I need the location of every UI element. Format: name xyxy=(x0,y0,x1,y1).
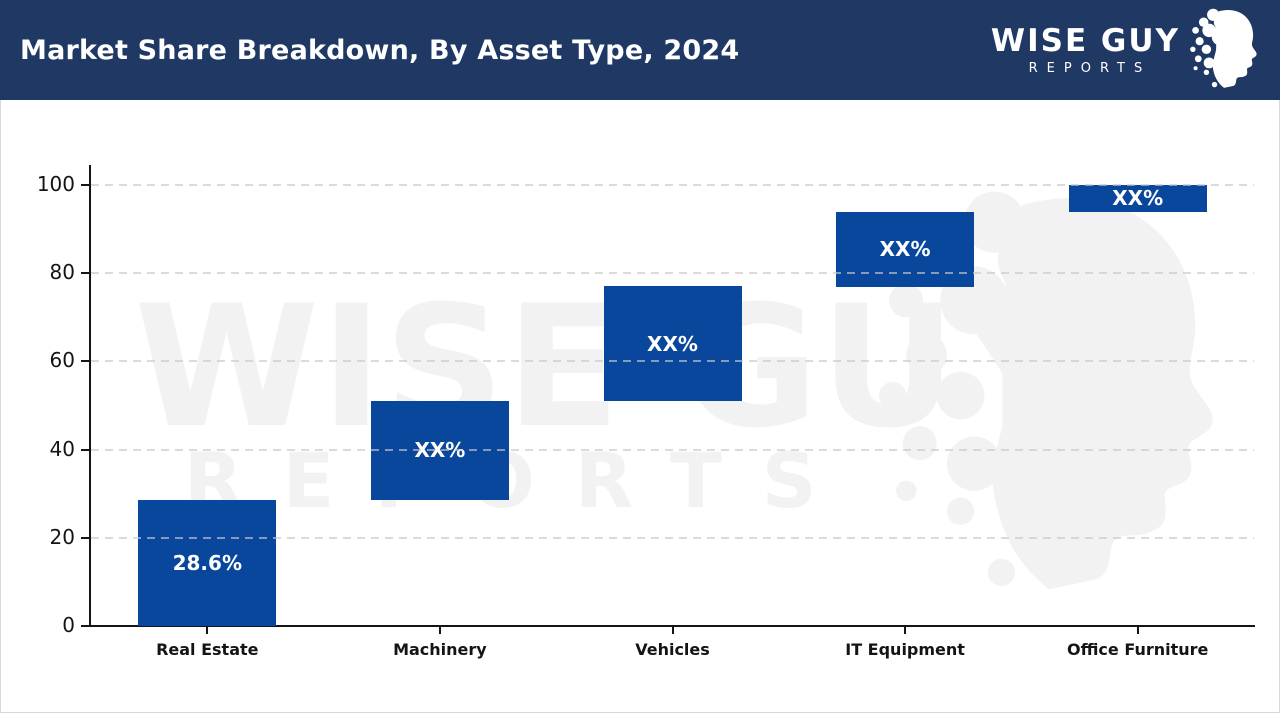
bar-value-label: XX% xyxy=(879,237,931,261)
gridline-20 xyxy=(91,536,1254,539)
bar-it-equipment: XX% xyxy=(836,211,975,287)
bar-value-label: XX% xyxy=(1112,186,1164,211)
y-tick-20 xyxy=(81,536,90,539)
gridline-60 xyxy=(91,360,1254,363)
watermark-subtitle: REPORTS xyxy=(184,436,857,525)
logo-text: WISE GUY REPORTS xyxy=(990,22,1180,76)
y-tick-60 xyxy=(81,360,90,363)
x-tick xyxy=(671,627,674,634)
y-tick-label-20: 20 xyxy=(49,524,75,549)
y-tick-label-60: 60 xyxy=(49,348,75,373)
y-tick-80 xyxy=(81,272,90,275)
bar-vehicles: XX% xyxy=(603,286,742,402)
bar-value-label: XX% xyxy=(647,331,698,356)
header-bar: Market Share Breakdown, By Asset Type, 2… xyxy=(0,0,1280,100)
x-axis-category-label: Office Furniture xyxy=(1066,640,1209,659)
y-tick-0 xyxy=(81,625,90,627)
gridline-40 xyxy=(91,448,1254,451)
gridline-80 xyxy=(91,272,1254,275)
x-tick xyxy=(206,627,209,634)
x-axis-category-label: Real Estate xyxy=(156,640,259,659)
wise-guy-reports-logo: WISE GUY REPORTS xyxy=(991,6,1262,94)
bar-value-label: 28.6% xyxy=(172,550,242,575)
bar-real-estate: 28.6% xyxy=(138,499,277,626)
y-tick-label-40: 40 xyxy=(49,436,75,461)
bar-office-furniture: XX% xyxy=(1068,185,1207,212)
x-axis-category-label: Vehicles xyxy=(635,640,710,659)
chart-title: Market Share Breakdown, By Asset Type, 2… xyxy=(20,34,740,66)
gridline-100 xyxy=(91,184,1254,186)
x-tick xyxy=(1136,627,1139,634)
x-axis-category-label: IT Equipment xyxy=(845,640,965,659)
logo-wordmark: WISE GUY xyxy=(990,22,1180,59)
y-tick-40 xyxy=(81,448,90,451)
y-tick-label-80: 80 xyxy=(49,260,75,285)
x-axis-line xyxy=(89,625,1255,627)
y-tick-label-0: 0 xyxy=(62,613,75,637)
y-tick-100 xyxy=(81,184,90,186)
y-axis-line xyxy=(89,165,91,627)
logo-subtitle: REPORTS xyxy=(1028,60,1152,76)
x-axis-category-label: Machinery xyxy=(393,640,487,659)
y-tick-label-100: 100 xyxy=(36,172,75,196)
x-tick xyxy=(438,627,441,634)
x-tick xyxy=(904,627,907,634)
chart-region: WISE GUY REPORTS 28.6% Real Estate XX% Mach… xyxy=(0,100,1280,713)
